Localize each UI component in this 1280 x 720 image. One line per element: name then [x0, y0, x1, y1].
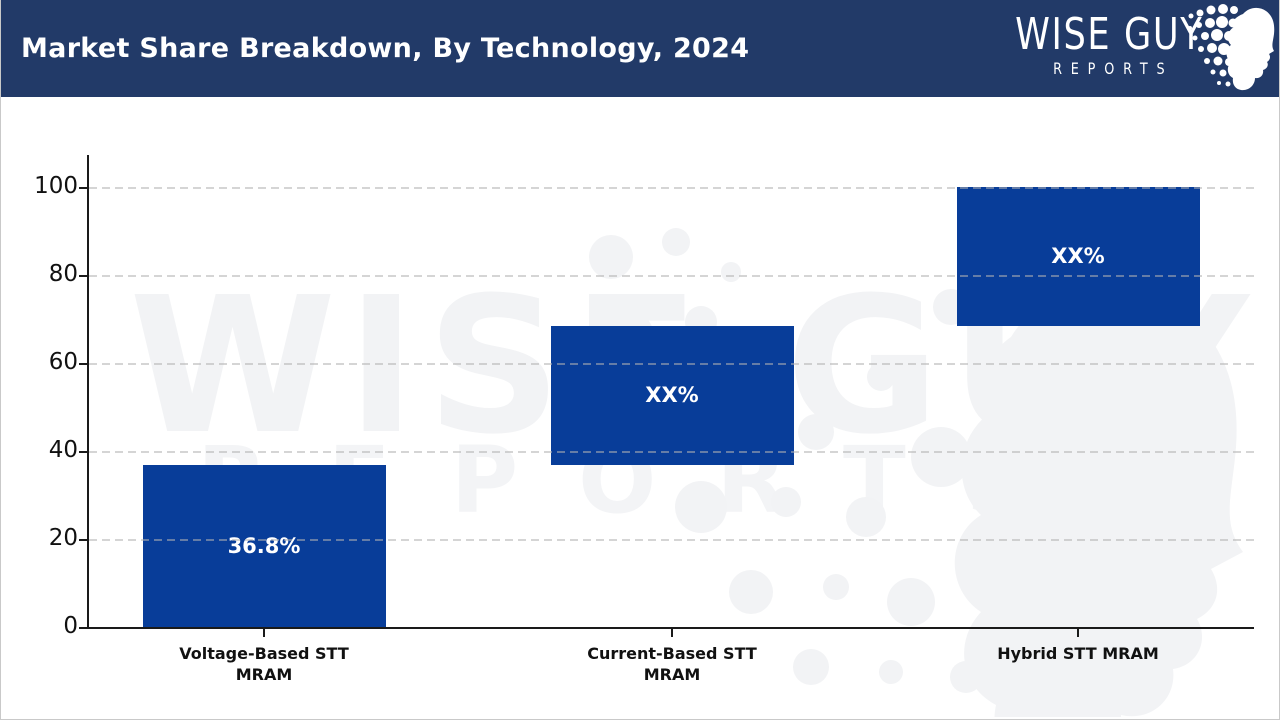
x-tick-mark: [263, 629, 265, 637]
x-tick-mark: [1077, 629, 1079, 637]
bar-value-label: XX%: [645, 383, 699, 408]
y-tick-mark: [79, 275, 87, 277]
logo-text: WISE GUY REPORTS: [1014, 9, 1203, 79]
x-tick-mark: [671, 629, 673, 637]
gridline: [89, 187, 1254, 189]
waterfall-chart: WISE GUY REPORTS 02040608010036.8%XX%XX%…: [1, 97, 1279, 719]
y-tick-mark: [79, 187, 87, 189]
y-axis-line: [87, 155, 89, 629]
logo-head-icon: [1188, 4, 1275, 91]
chart-bar: 36.8%: [142, 465, 386, 627]
y-tick-mark: [79, 451, 87, 453]
x-category-label: Hybrid STT MRAM: [997, 644, 1159, 663]
bar-value-label: 36.8%: [227, 534, 301, 559]
logo-subtitle: REPORTS: [1052, 59, 1173, 78]
gridline: [89, 539, 1254, 541]
y-tick-label: 20: [48, 525, 78, 551]
x-category-label: Voltage-Based STT MRAM: [179, 644, 349, 685]
y-tick-label: 0: [63, 613, 78, 639]
x-category-label: Current-Based STT MRAM: [587, 644, 757, 685]
gridline: [89, 363, 1254, 365]
x-axis-line: [87, 627, 1254, 629]
y-tick-mark: [79, 627, 87, 629]
y-tick-label: 60: [48, 349, 78, 375]
gridline: [89, 451, 1254, 453]
wise-guy-reports-logo: WISE GUY REPORTS: [1015, 0, 1275, 97]
y-tick-label: 100: [34, 173, 78, 199]
y-tick-label: 80: [48, 261, 78, 287]
page-title: Market Share Breakdown, By Technology, 2…: [21, 33, 750, 64]
gridline: [89, 275, 1254, 277]
header-band: Market Share Breakdown, By Technology, 2…: [1, 0, 1279, 97]
chart-bar: XX%: [956, 187, 1200, 326]
y-tick-mark: [79, 363, 87, 365]
chart-bar: XX%: [550, 325, 794, 466]
y-tick-mark: [79, 539, 87, 541]
y-tick-label: 40: [48, 437, 78, 463]
logo-wordmark: WISE GUY: [1014, 9, 1203, 60]
bar-value-label: XX%: [1051, 244, 1105, 269]
